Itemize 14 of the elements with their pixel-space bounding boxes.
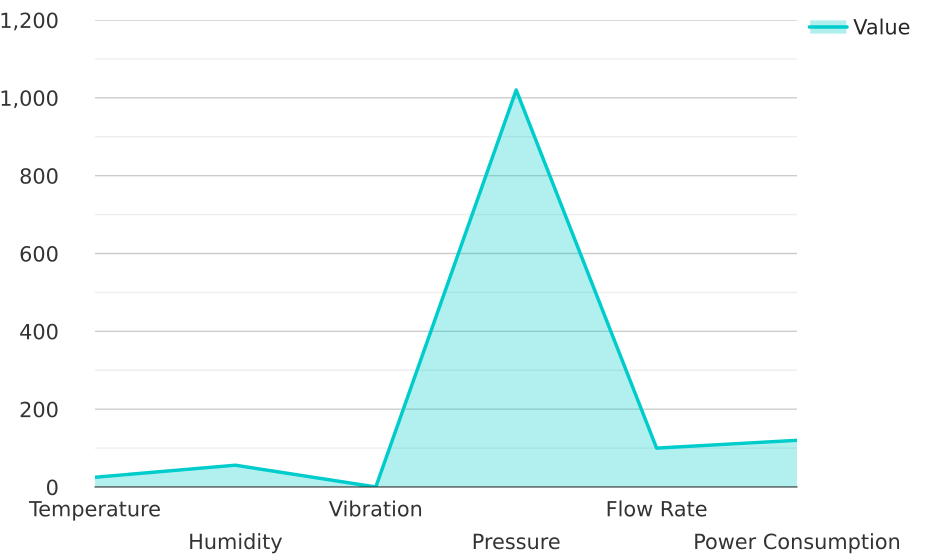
- x-tick-label: Power Consumption: [695, 533, 900, 554]
- x-tick-label: Humidity: [190, 533, 282, 554]
- x-tick-label: Vibration: [328, 500, 422, 517]
- y-tick-label: 400: [20, 324, 58, 340]
- x-tick-label: Temperature: [28, 501, 160, 521]
- y-tick-label: 600: [20, 246, 58, 262]
- y-tick-label: 200: [20, 402, 58, 418]
- x-tick-label: Pressure: [474, 534, 560, 550]
- y-tick-label: 0: [47, 479, 58, 496]
- y-tick-label: 1,200: [2, 12, 58, 30]
- y-tick-label: 800: [20, 168, 58, 184]
- legend-label: Value: [853, 18, 910, 35]
- x-tick-label: Flow Rate: [608, 500, 706, 517]
- y-tick-label: 1,000: [2, 90, 58, 108]
